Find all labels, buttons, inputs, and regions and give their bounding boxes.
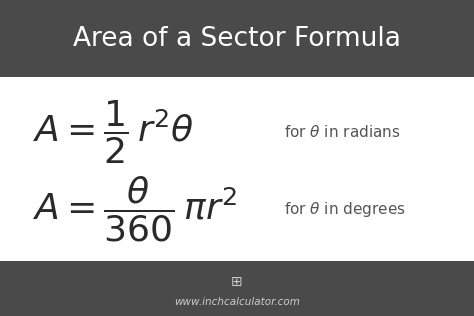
Text: www.inchcalculator.com: www.inchcalculator.com bbox=[174, 297, 300, 307]
Text: for $\theta$ in degrees: for $\theta$ in degrees bbox=[284, 200, 406, 219]
Text: for $\theta$ in radians: for $\theta$ in radians bbox=[284, 125, 401, 140]
Text: ⊞: ⊞ bbox=[231, 275, 243, 289]
Text: $A = \dfrac{1}{2}\, r^2\theta$: $A = \dfrac{1}{2}\, r^2\theta$ bbox=[33, 99, 194, 166]
Text: Area of a Sector Formula: Area of a Sector Formula bbox=[73, 26, 401, 52]
Text: $A = \dfrac{\theta}{360}\, \pi r^2$: $A = \dfrac{\theta}{360}\, \pi r^2$ bbox=[33, 175, 237, 244]
Bar bbox=[0, 0, 474, 77]
Bar bbox=[0, 261, 474, 316]
